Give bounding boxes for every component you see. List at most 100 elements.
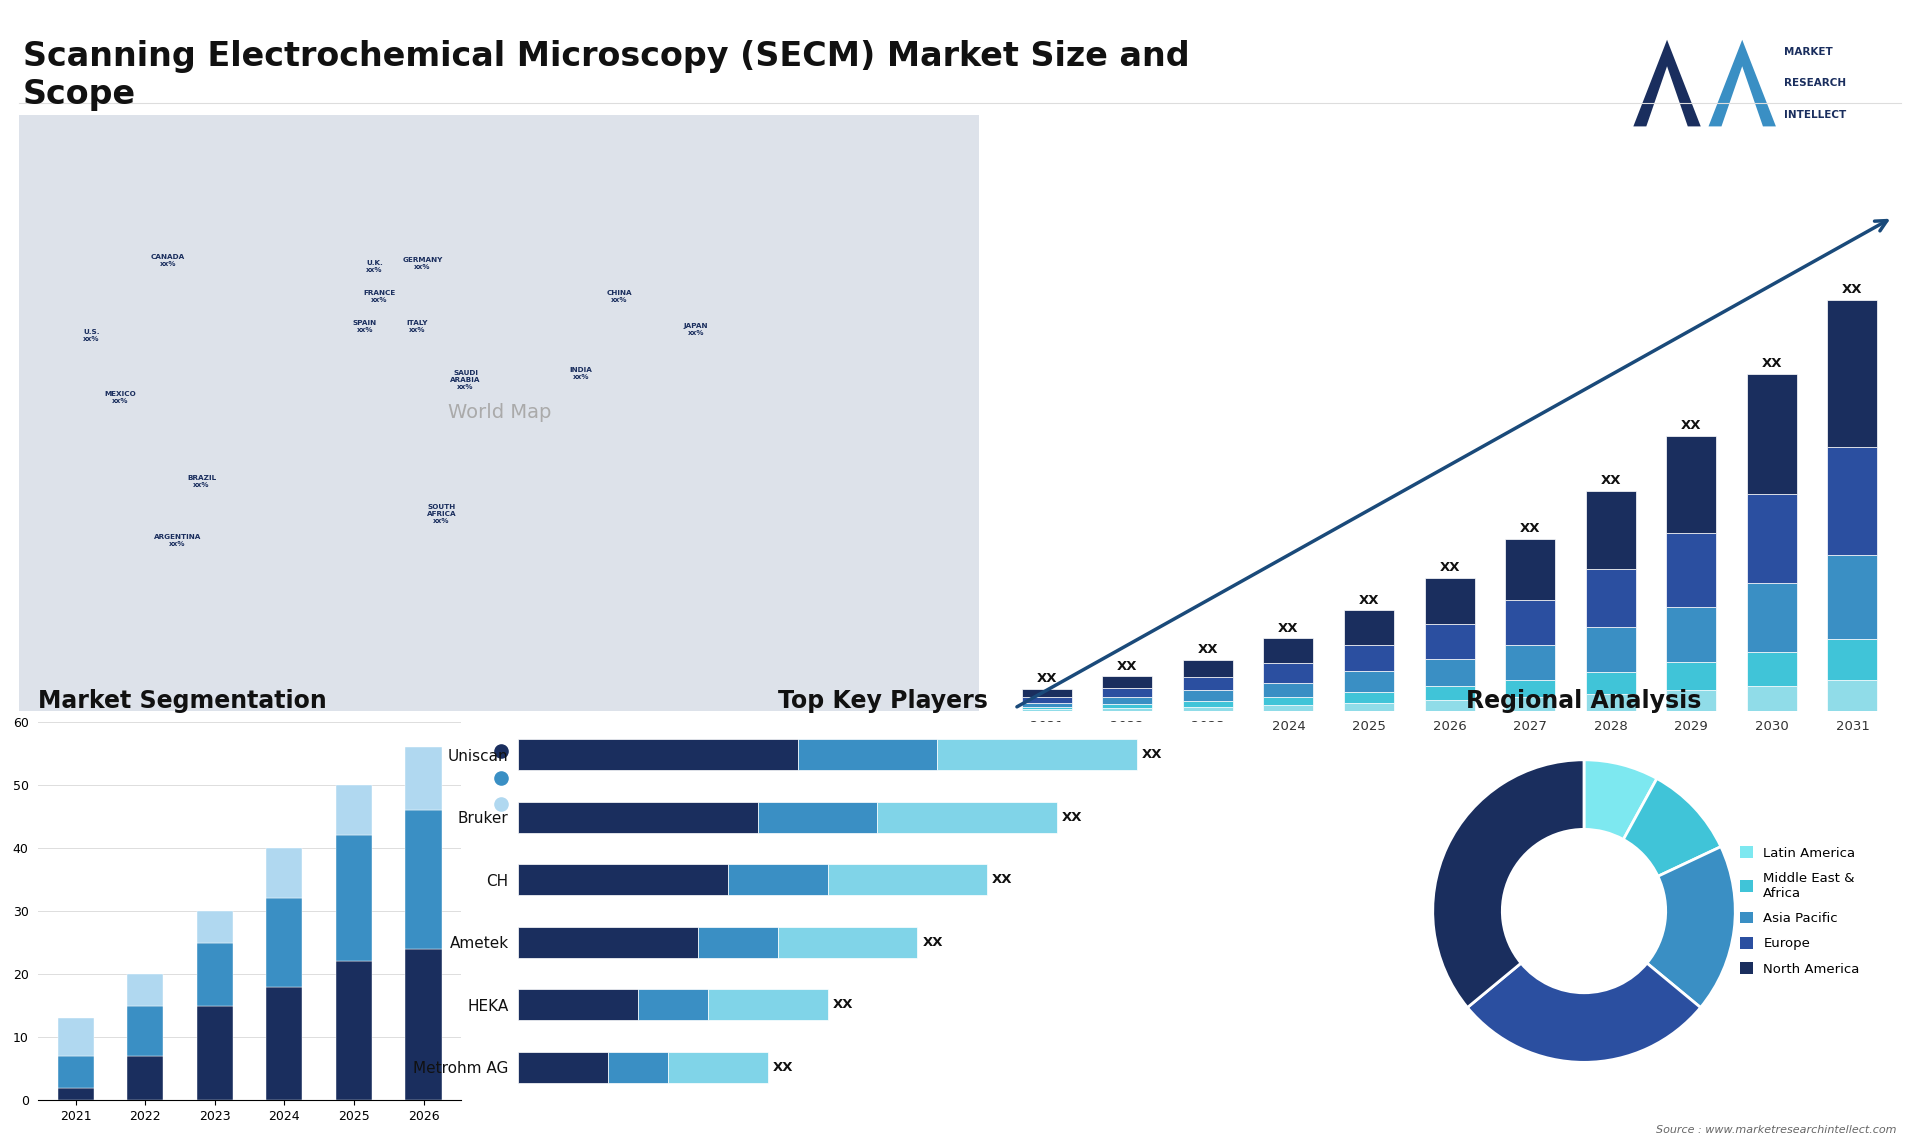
Bar (518, 927, 697, 958)
Bar (1183, 660, 1233, 677)
Text: Source : www.marketresearchintellect.com: Source : www.marketresearchintellect.com (1657, 1124, 1897, 1135)
Bar (1021, 709, 1071, 711)
Bar (336, 961, 372, 1100)
Bar (1183, 707, 1233, 711)
Text: XX: XX (993, 873, 1012, 886)
Bar (1747, 652, 1797, 685)
Bar (1425, 625, 1475, 659)
Text: SOUTH
AFRICA
xx%: SOUTH AFRICA xx% (426, 504, 457, 524)
Text: FRANCE
xx%: FRANCE xx% (363, 290, 396, 303)
Text: SPAIN
xx%: SPAIN xx% (353, 320, 376, 332)
Bar (1505, 539, 1555, 599)
Bar (1263, 638, 1313, 664)
Bar (1747, 374, 1797, 494)
Text: XX: XX (1359, 594, 1379, 606)
Bar (1747, 583, 1797, 652)
Bar (1183, 701, 1233, 707)
Text: Scanning Electrochemical Microscopy (SECM) Market Size and
Scope: Scanning Electrochemical Microscopy (SEC… (23, 40, 1190, 111)
Text: U.K.
xx%: U.K. xx% (367, 260, 382, 273)
Bar (405, 949, 442, 1100)
Bar (336, 785, 372, 835)
Bar (1505, 599, 1555, 644)
Text: ARGENTINA
xx%: ARGENTINA xx% (154, 534, 202, 547)
Bar (778, 927, 918, 958)
Bar (1667, 662, 1716, 690)
Bar (1021, 707, 1071, 709)
Bar (1263, 683, 1313, 697)
Bar (518, 989, 637, 1020)
Text: XX: XX (1601, 474, 1620, 487)
Bar (1183, 677, 1233, 690)
Bar (1021, 689, 1071, 697)
Text: XX: XX (1763, 358, 1782, 370)
Text: JAPAN
xx%: JAPAN xx% (684, 323, 708, 336)
Text: INTELLECT: INTELLECT (1784, 110, 1845, 119)
Text: XX: XX (1841, 283, 1862, 296)
Bar (1828, 299, 1878, 447)
Bar (1425, 686, 1475, 700)
Bar (1828, 556, 1878, 639)
Legend: Latin America, Middle East &
Africa, Asia Pacific, Europe, North America: Latin America, Middle East & Africa, Asi… (1734, 841, 1864, 981)
Bar (267, 987, 303, 1100)
Bar (1263, 697, 1313, 705)
Bar (877, 802, 1056, 833)
Bar (267, 848, 303, 898)
Wedge shape (1622, 778, 1720, 877)
Bar (1102, 705, 1152, 708)
Bar (1505, 644, 1555, 680)
Legend: Type, Application, Geography: Type, Application, Geography (480, 737, 611, 817)
Bar (1344, 670, 1394, 692)
Text: XX: XX (1037, 672, 1058, 685)
Bar (1425, 659, 1475, 686)
Bar (1828, 447, 1878, 556)
Text: XX: XX (1142, 748, 1162, 761)
Text: XX: XX (1279, 621, 1298, 635)
Text: CANADA
xx%: CANADA xx% (152, 254, 184, 267)
Bar (518, 802, 758, 833)
Text: INDIA
xx%: INDIA xx% (570, 368, 591, 380)
Text: ITALY
xx%: ITALY xx% (407, 320, 428, 332)
Bar (697, 927, 778, 958)
Text: RESEARCH: RESEARCH (1784, 78, 1845, 88)
Wedge shape (1467, 963, 1701, 1062)
Bar (58, 1088, 94, 1100)
Bar (405, 747, 442, 810)
Bar (336, 835, 372, 961)
Bar (1102, 697, 1152, 705)
Bar (1586, 492, 1636, 568)
Bar (758, 802, 877, 833)
Bar (1505, 697, 1555, 711)
Bar (1102, 676, 1152, 688)
Bar (1667, 690, 1716, 711)
Bar (1021, 702, 1071, 707)
Polygon shape (1709, 40, 1776, 126)
Text: XX: XX (772, 1061, 793, 1074)
Text: GERMANY
xx%: GERMANY xx% (401, 257, 444, 270)
Bar (1102, 708, 1152, 711)
Bar (937, 739, 1137, 770)
Bar (196, 911, 232, 942)
Bar (1425, 578, 1475, 625)
Bar (1263, 664, 1313, 683)
Text: XX: XX (1117, 660, 1137, 673)
Bar (58, 1057, 94, 1088)
Bar (518, 739, 797, 770)
Bar (1747, 685, 1797, 711)
Text: MARKET: MARKET (1784, 47, 1832, 57)
Bar (1667, 606, 1716, 662)
Polygon shape (1634, 40, 1701, 126)
Text: MEXICO
xx%: MEXICO xx% (104, 391, 136, 405)
Title: Top Key Players: Top Key Players (778, 689, 989, 713)
Text: SAUDI
ARABIA
xx%: SAUDI ARABIA xx% (451, 370, 480, 390)
Wedge shape (1584, 760, 1657, 840)
Bar (1102, 688, 1152, 697)
Bar (708, 989, 828, 1020)
Bar (1183, 690, 1233, 701)
Bar (1263, 705, 1313, 711)
Bar (1828, 680, 1878, 711)
Text: XX: XX (833, 998, 852, 1011)
Bar (127, 974, 163, 1006)
Bar (1747, 494, 1797, 583)
Text: CHINA
xx%: CHINA xx% (607, 290, 632, 303)
Text: World Map: World Map (447, 403, 551, 422)
